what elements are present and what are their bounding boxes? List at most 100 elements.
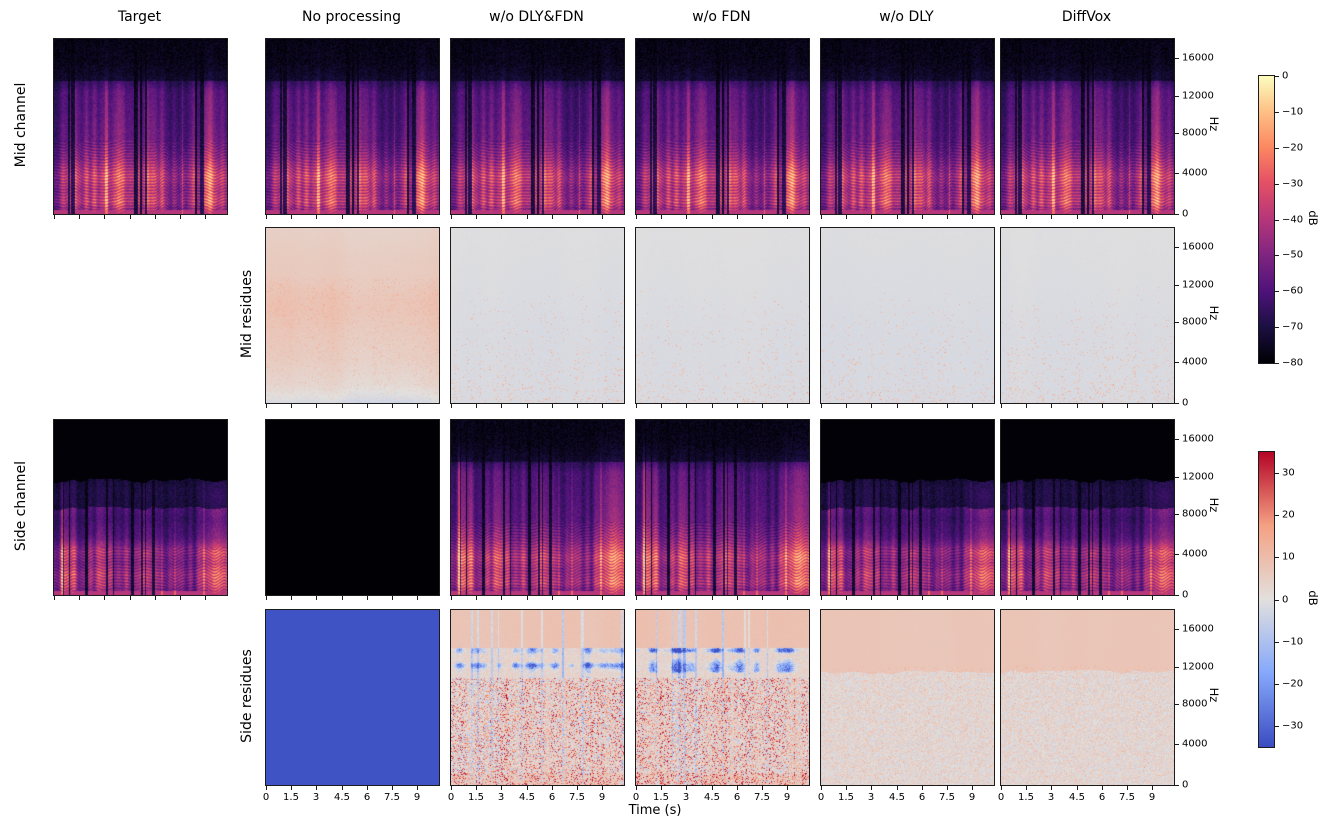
x-tick-mark [846, 215, 847, 219]
column-title-no-processing: No processing [302, 9, 401, 25]
y-axis-title-hz: Hz [1207, 116, 1221, 131]
x-tick-mark [787, 215, 788, 219]
panel-mid-channel-no-processing [265, 38, 440, 215]
x-tick-label: 3 [1047, 792, 1055, 803]
x-tick-mark [821, 596, 822, 600]
x-tick-label: 9 [1148, 792, 1156, 803]
x-tick-mark [1026, 786, 1027, 790]
x-tick-label: 3 [682, 792, 690, 803]
x-tick-mark [1001, 404, 1002, 408]
x-tick-mark [392, 215, 393, 219]
x-tick-mark [712, 786, 713, 790]
x-tick-mark [552, 786, 553, 790]
panel-side-residues-w-o-fdn [635, 609, 810, 786]
x-tick-mark [947, 215, 948, 219]
spectrogram-canvas [451, 610, 624, 785]
x-tick-mark [1102, 786, 1103, 790]
x-tick-mark [661, 596, 662, 600]
spectrogram-canvas [451, 228, 624, 403]
x-tick-mark [972, 404, 973, 408]
x-tick-mark [1026, 596, 1027, 600]
x-tick-mark [846, 404, 847, 408]
y-tick-label: 4000 [1182, 167, 1208, 179]
x-tick-mark [417, 404, 418, 408]
panel-side-channel-no-processing [265, 419, 440, 596]
x-tick-mark [392, 596, 393, 600]
x-tick-mark [1051, 786, 1052, 790]
x-tick-mark [1102, 596, 1103, 600]
x-tick-mark [451, 596, 452, 600]
spectrogram-canvas [451, 420, 624, 595]
x-tick-mark [897, 596, 898, 600]
colorbar-tick-mark [1275, 726, 1279, 727]
spectrogram-canvas [266, 420, 439, 595]
x-tick-label: 3 [497, 792, 505, 803]
y-tick-label: 12000 [1182, 279, 1214, 291]
colorbar-tick-label: −20 [1282, 678, 1304, 690]
x-tick-mark [1127, 786, 1128, 790]
x-tick-mark [392, 404, 393, 408]
y-axis-title-hz: Hz [1207, 497, 1221, 512]
x-tick-label: 7.5 [569, 792, 585, 803]
panel-mid-channel-w-o-dly-fdn [450, 38, 625, 215]
y-tick-label: 4000 [1182, 356, 1208, 368]
x-tick-mark [266, 596, 267, 600]
panel-side-channel-w-o-dly-fdn [450, 419, 625, 596]
colorbar-tick-label: −40 [1282, 214, 1304, 226]
y-tick-mark [1175, 595, 1179, 596]
x-tick-mark [737, 596, 738, 600]
x-tick-mark [1051, 596, 1052, 600]
spectrogram-canvas [636, 420, 809, 595]
colorbar-tick-label: −20 [1282, 142, 1304, 154]
panel-mid-channel-diffvox [1000, 38, 1175, 215]
x-tick-mark [1001, 596, 1002, 600]
y-tick-mark [1175, 214, 1179, 215]
x-tick-label: 1.5 [468, 792, 484, 803]
row-label-mid-channel: Mid channel [13, 82, 29, 167]
y-tick-label: 8000 [1182, 127, 1208, 139]
x-tick-mark [180, 215, 181, 219]
x-tick-mark [316, 404, 317, 408]
x-tick-mark [787, 596, 788, 600]
row-label-side-channel: Side channel [13, 460, 29, 551]
x-tick-mark [367, 596, 368, 600]
x-tick-mark [686, 786, 687, 790]
x-tick-label: 9 [968, 792, 976, 803]
colorbar-tick-mark [1275, 255, 1279, 256]
x-tick-label: 6 [1098, 792, 1106, 803]
x-tick-mark [392, 786, 393, 790]
panel-mid-residues-w-o-dly [820, 227, 995, 404]
x-tick-label: 7.5 [754, 792, 770, 803]
y-tick-mark [1175, 514, 1179, 515]
x-tick-mark [787, 404, 788, 408]
x-tick-label: 1.5 [1018, 792, 1034, 803]
colorbar-tick-label: −30 [1282, 178, 1304, 190]
y-tick-mark [1175, 785, 1179, 786]
y-tick-label: 16000 [1182, 623, 1214, 635]
y-tick-label: 0 [1182, 589, 1189, 601]
x-tick-mark [787, 786, 788, 790]
x-tick-mark [501, 786, 502, 790]
colorbar-tick-label: −10 [1282, 636, 1304, 648]
y-tick-label: 0 [1182, 208, 1189, 220]
y-tick-mark [1175, 629, 1179, 630]
x-tick-mark [1077, 215, 1078, 219]
x-tick-mark [602, 786, 603, 790]
x-tick-mark [602, 404, 603, 408]
x-tick-mark [130, 596, 131, 600]
x-tick-mark [1077, 404, 1078, 408]
x-tick-mark [316, 215, 317, 219]
panel-mid-residues-w-o-fdn [635, 227, 810, 404]
x-tick-mark [417, 786, 418, 790]
colorbar-tick-mark [1275, 642, 1279, 643]
x-tick-mark [527, 786, 528, 790]
y-tick-mark [1175, 362, 1179, 363]
x-tick-mark [1026, 215, 1027, 219]
x-tick-mark [205, 596, 206, 600]
y-tick-mark [1175, 403, 1179, 404]
x-tick-mark [712, 404, 713, 408]
x-tick-mark [897, 404, 898, 408]
colorbar-tick-mark [1275, 148, 1279, 149]
x-tick-mark [1152, 596, 1153, 600]
x-tick-label: 4.5 [889, 792, 905, 803]
